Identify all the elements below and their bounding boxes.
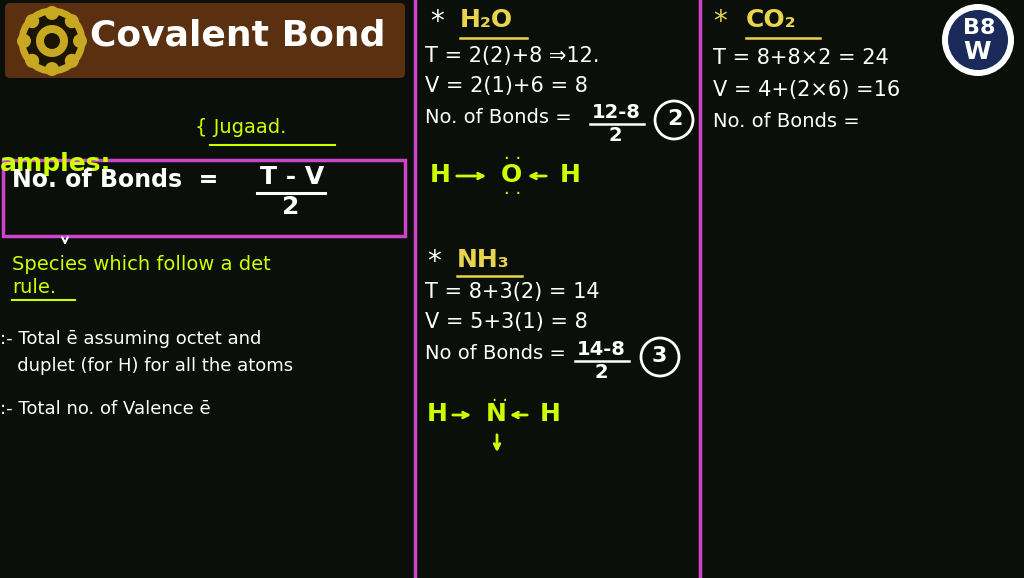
Text: V = 2(1)+6 = 8: V = 2(1)+6 = 8 bbox=[425, 76, 588, 96]
Circle shape bbox=[948, 10, 1008, 70]
Text: *: * bbox=[430, 8, 443, 36]
Text: No. of Bonds  =: No. of Bonds = bbox=[12, 168, 218, 192]
Text: O: O bbox=[501, 163, 522, 187]
Text: · ·: · · bbox=[504, 185, 521, 203]
Text: :- Total no. of Valence ē: :- Total no. of Valence ē bbox=[0, 400, 211, 418]
Circle shape bbox=[73, 34, 87, 48]
Text: · ·: · · bbox=[504, 150, 521, 168]
Circle shape bbox=[65, 54, 79, 68]
Text: 2: 2 bbox=[594, 363, 607, 382]
FancyBboxPatch shape bbox=[5, 3, 406, 78]
Text: amples:: amples: bbox=[0, 152, 112, 176]
Circle shape bbox=[942, 4, 1014, 76]
Text: 12-8: 12-8 bbox=[592, 103, 641, 122]
Circle shape bbox=[26, 14, 39, 28]
Circle shape bbox=[45, 6, 59, 20]
Text: B8: B8 bbox=[963, 18, 995, 38]
Text: duplet (for H) for all the atoms: duplet (for H) for all the atoms bbox=[0, 357, 293, 375]
Text: T = 2(2)+8 ⇒12.: T = 2(2)+8 ⇒12. bbox=[425, 46, 599, 66]
Text: 14-8: 14-8 bbox=[577, 340, 626, 359]
Circle shape bbox=[22, 11, 82, 71]
Text: H: H bbox=[560, 163, 581, 187]
Text: H: H bbox=[540, 402, 561, 426]
Text: *: * bbox=[427, 248, 440, 276]
Text: H₂O: H₂O bbox=[460, 8, 513, 32]
Circle shape bbox=[17, 34, 31, 48]
Text: NH₃: NH₃ bbox=[457, 248, 510, 272]
Circle shape bbox=[45, 62, 59, 76]
Text: *: * bbox=[713, 8, 727, 36]
Text: CO₂: CO₂ bbox=[746, 8, 797, 32]
Text: 3: 3 bbox=[652, 346, 668, 366]
Text: H: H bbox=[430, 163, 451, 187]
Circle shape bbox=[44, 33, 60, 49]
Text: 2: 2 bbox=[282, 195, 299, 219]
Text: rule.: rule. bbox=[12, 278, 56, 297]
Text: T = 8+8×2 = 24: T = 8+8×2 = 24 bbox=[713, 48, 889, 68]
Text: No. of Bonds =: No. of Bonds = bbox=[713, 112, 860, 131]
Circle shape bbox=[36, 25, 68, 57]
Circle shape bbox=[65, 14, 79, 28]
Text: V = 4+(2×6) =16: V = 4+(2×6) =16 bbox=[713, 80, 900, 100]
Text: H: H bbox=[427, 402, 447, 426]
Text: T = 8+3(2) = 14: T = 8+3(2) = 14 bbox=[425, 282, 600, 302]
Text: No of Bonds =: No of Bonds = bbox=[425, 344, 566, 363]
Text: Species which follow a det: Species which follow a det bbox=[12, 255, 270, 274]
Text: W: W bbox=[963, 40, 990, 64]
Text: Covalent Bond: Covalent Bond bbox=[90, 18, 385, 52]
Text: :- Total ē assuming octet and: :- Total ē assuming octet and bbox=[0, 330, 261, 348]
Text: V = 5+3(1) = 8: V = 5+3(1) = 8 bbox=[425, 312, 588, 332]
Text: 2: 2 bbox=[667, 109, 682, 129]
Text: 2: 2 bbox=[609, 126, 623, 145]
Text: { Jugaad.: { Jugaad. bbox=[195, 118, 287, 137]
Text: T - V: T - V bbox=[260, 165, 325, 189]
Circle shape bbox=[26, 54, 39, 68]
Text: No. of Bonds =: No. of Bonds = bbox=[425, 108, 571, 127]
Text: N: N bbox=[486, 402, 507, 426]
Text: · ·: · · bbox=[492, 392, 508, 410]
